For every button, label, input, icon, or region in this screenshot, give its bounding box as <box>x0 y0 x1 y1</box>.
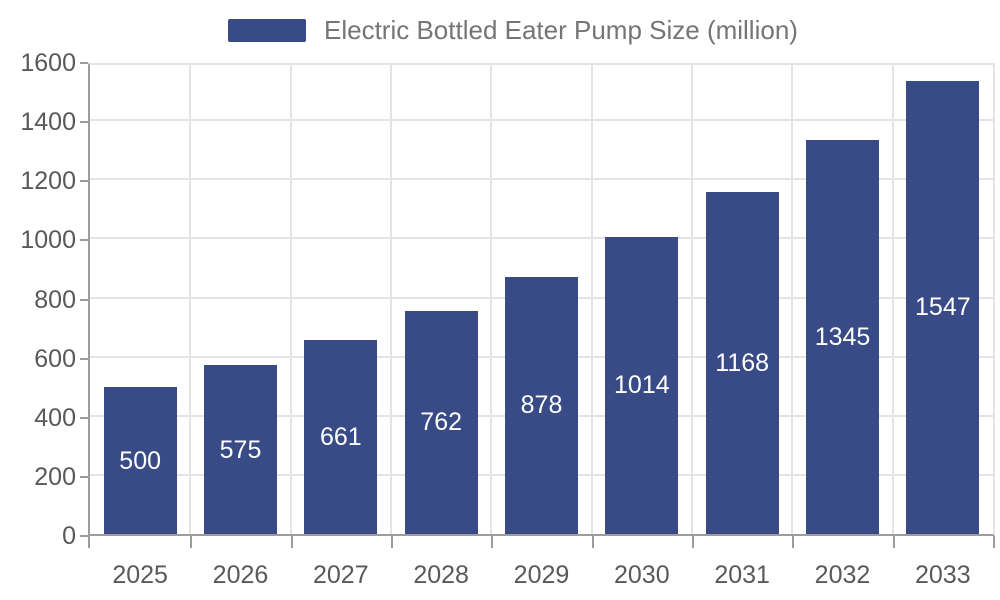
x-gridline <box>189 65 192 534</box>
bar[interactable]: 500 <box>103 387 177 534</box>
x-tick-mark <box>591 536 594 548</box>
y-tick-mark <box>80 475 88 478</box>
y-tick-mark <box>80 62 88 64</box>
x-gridline <box>791 65 794 534</box>
plot-area: 500 575 661 762 878 1014 1168 1345 1547 <box>88 63 995 536</box>
y-tick-label: 1000 <box>20 226 76 255</box>
bar-value-label: 575 <box>219 435 262 464</box>
x-tick-mark <box>190 536 193 548</box>
bar[interactable]: 1345 <box>806 139 879 534</box>
bar[interactable]: 1014 <box>605 236 679 534</box>
bar-value-label: 500 <box>119 446 162 475</box>
x-axis: 2025 2026 2027 2028 2029 2030 2031 2032 2033 <box>88 536 995 596</box>
bar-value-label: 762 <box>420 408 463 437</box>
x-tick-mark <box>290 536 293 548</box>
x-tick-label: 2033 <box>915 561 971 589</box>
bar-value-label: 1014 <box>614 371 670 400</box>
x-tick-mark <box>692 536 694 548</box>
x-tick-label: 2025 <box>112 561 168 589</box>
x-tick-mark <box>892 536 895 548</box>
y-gridline <box>90 178 993 181</box>
y-tick-mark <box>80 239 88 242</box>
bar[interactable]: 878 <box>505 276 578 534</box>
bar-value-label: 878 <box>520 391 563 420</box>
y-tick-label: 1200 <box>20 167 76 196</box>
bar-value-label: 1168 <box>715 348 770 377</box>
x-gridline <box>289 65 292 534</box>
y-tick-label: 400 <box>34 403 76 432</box>
legend-label: Electric Bottled Eater Pump Size (millio… <box>324 15 798 45</box>
x-gridline <box>691 65 693 534</box>
y-tick-mark <box>80 180 88 183</box>
x-gridline <box>490 65 493 534</box>
x-tick-label: 2028 <box>413 561 469 589</box>
y-tick-label: 200 <box>34 462 76 491</box>
bar[interactable]: 661 <box>304 340 378 534</box>
x-tick-label: 2030 <box>614 561 670 589</box>
x-tick-mark <box>88 536 90 548</box>
x-gridline <box>390 65 392 534</box>
y-tick-mark <box>80 121 88 124</box>
y-tick-mark <box>80 357 88 360</box>
x-tick-label: 2029 <box>513 561 570 589</box>
bar-value-label: 1547 <box>915 293 971 322</box>
y-tick-mark <box>80 298 88 301</box>
bar[interactable]: 1547 <box>906 80 980 534</box>
y-tick-label: 600 <box>34 344 76 373</box>
x-tick-mark <box>993 536 995 548</box>
x-tick-mark <box>391 536 393 548</box>
y-tick-label: 1400 <box>20 108 76 137</box>
x-gridline <box>590 65 593 534</box>
y-axis: 0 200 400 600 800 1000 1200 1400 1600 <box>0 49 88 550</box>
y-tick-mark <box>80 535 88 537</box>
x-tick-label: 2026 <box>212 561 269 589</box>
bar[interactable]: 575 <box>204 365 277 534</box>
y-gridline <box>90 119 993 122</box>
x-tick-label: 2032 <box>814 561 871 589</box>
legend[interactable]: Electric Bottled Eater Pump Size (millio… <box>228 14 798 46</box>
x-tick-label: 2031 <box>714 561 770 589</box>
x-tick-label: 2027 <box>313 561 369 589</box>
y-tick-label: 1600 <box>20 49 76 77</box>
bar-value-label: 1345 <box>814 322 871 351</box>
bar[interactable]: 1168 <box>705 191 779 534</box>
bar[interactable]: 762 <box>404 310 478 534</box>
y-tick-mark <box>80 416 88 419</box>
bar-value-label: 661 <box>319 423 362 452</box>
x-tick-mark <box>792 536 795 548</box>
x-tick-mark <box>491 536 494 548</box>
x-gridline <box>891 65 894 534</box>
legend-swatch <box>228 18 306 42</box>
y-tick-label: 800 <box>34 285 76 314</box>
y-tick-label: 0 <box>62 522 76 550</box>
y-gridline <box>90 237 993 240</box>
